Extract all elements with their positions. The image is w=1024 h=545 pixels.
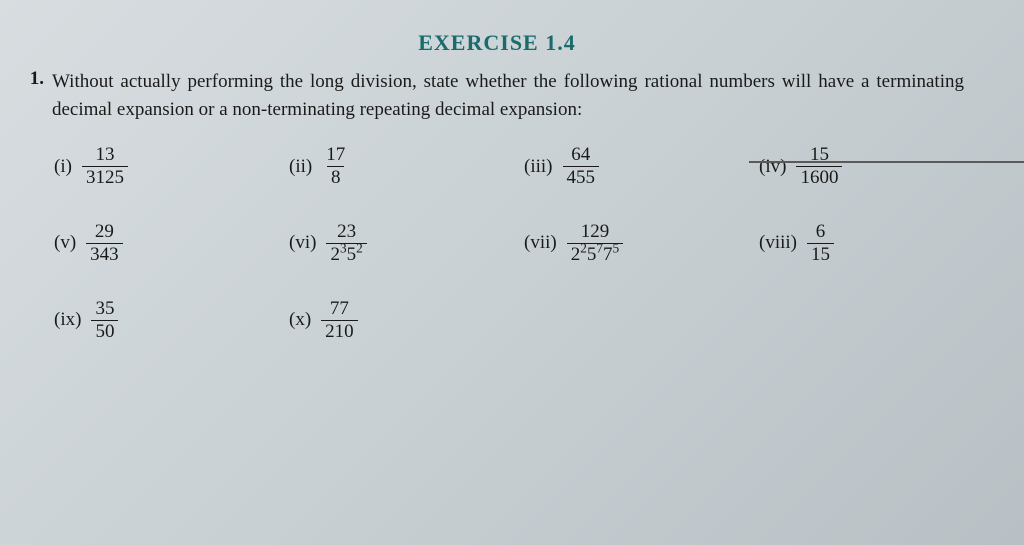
fraction: 13 3125 [82,145,128,188]
question-text: Without actually performing the long div… [52,68,964,123]
question-block: 1. Without actually performing the long … [10,68,964,123]
list-item: (iii) 64 455 [524,145,749,188]
denominator: 210 [321,320,358,342]
item-label: (i) [54,156,72,178]
list-item: (v) 29 343 [54,222,279,265]
fraction: 64 455 [563,145,600,188]
fraction: 77 210 [321,299,358,342]
denominator: 2352 [326,243,366,265]
numerator: 15 [806,145,833,166]
list-item: (x) 77 210 [289,299,514,342]
denominator: 1600 [796,166,842,188]
denominator: 455 [563,166,600,188]
items-grid: (i) 13 3125 (ii) 17 8 (iii) 64 455 (iv) … [54,145,984,342]
fraction: 6 15 [807,222,834,265]
item-label: (viii) [759,232,797,254]
denominator: 343 [86,243,123,265]
denominator: 3125 [82,166,128,188]
list-item: (ix) 35 50 [54,299,279,342]
item-label: (v) [54,232,76,254]
list-item: (i) 13 3125 [54,145,279,188]
fraction: 129 225775 [567,222,623,265]
list-item: (vii) 129 225775 [524,222,749,265]
numerator: 17 [322,145,349,166]
denominator: 225775 [567,243,623,265]
numerator: 64 [567,145,594,166]
fraction: 15 1600 [796,145,842,188]
exercise-heading: EXERCISE 1.4 [10,30,984,56]
question-number: 1. [10,68,52,90]
fraction: 17 8 [322,145,349,188]
fraction: 29 343 [86,222,123,265]
fraction: 23 2352 [326,222,366,265]
denominator: 15 [807,243,834,265]
item-label: (vi) [289,232,316,254]
denominator: 50 [91,320,118,342]
fraction: 35 50 [91,299,118,342]
page-container: EXERCISE 1.4 1. Without actually perform… [0,0,1024,362]
item-label: (iii) [524,156,553,178]
list-item: (ii) 17 8 [289,145,514,188]
list-item: (iv) 15 1600 [759,145,984,188]
item-label: (vii) [524,232,557,254]
numerator: 29 [91,222,118,243]
item-label: (iv) [759,156,786,178]
list-item: (viii) 6 15 [759,222,984,265]
numerator: 6 [812,222,830,243]
item-label: (ii) [289,156,312,178]
denominator: 8 [327,166,345,188]
item-label: (ix) [54,309,81,331]
numerator: 13 [91,145,118,166]
numerator: 77 [326,299,353,320]
item-label: (x) [289,309,311,331]
numerator: 35 [91,299,118,320]
list-item: (vi) 23 2352 [289,222,514,265]
